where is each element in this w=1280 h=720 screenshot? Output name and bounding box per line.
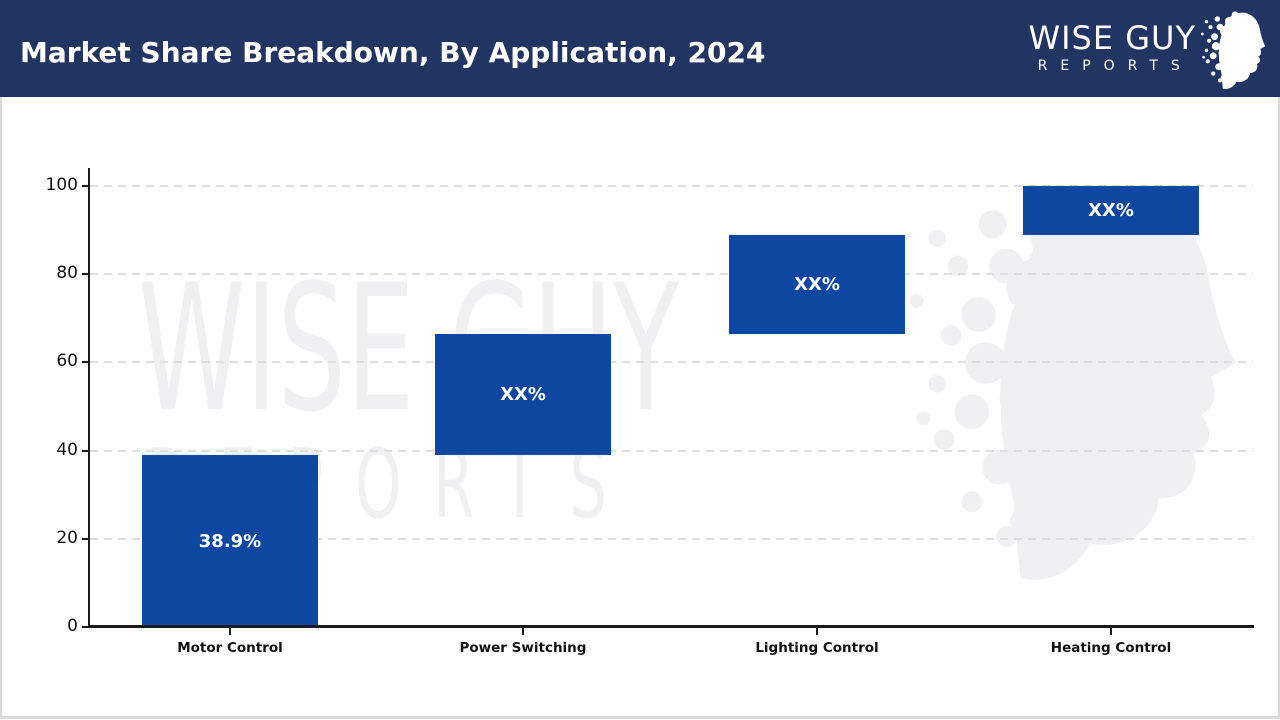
y-tick-60	[82, 361, 88, 364]
bar-motor-control: 38.9%	[142, 455, 318, 627]
y-tick-40	[82, 449, 88, 452]
gridline-60	[90, 361, 1253, 364]
bar-power-switching: XX%	[435, 334, 611, 456]
y-tick-100	[82, 185, 88, 187]
x-tick-3	[816, 628, 818, 635]
logo-head-dots-icon	[1200, 11, 1266, 89]
x-category-label: Heating Control	[1050, 640, 1172, 656]
bar-value-label: XX%	[794, 273, 840, 295]
y-tick-label-100: 100	[45, 175, 78, 195]
bar-lighting-control: XX%	[729, 234, 905, 335]
x-category-label: Power Switching	[459, 640, 587, 656]
x-tick-1	[229, 628, 231, 635]
gridline-20	[90, 537, 1253, 540]
gridline-40	[90, 449, 1253, 452]
chart-title: Market Share Breakdown, By Application, …	[20, 36, 766, 69]
x-tick-4	[1110, 628, 1112, 635]
y-tick-label-0: 0	[67, 616, 78, 636]
bar-heating-control: XX%	[1023, 186, 1199, 235]
bar-value-label: XX%	[500, 384, 546, 406]
gridline-80	[90, 273, 1253, 276]
logo-reports-text: REPORTS	[1037, 57, 1193, 74]
x-tick-2	[522, 628, 524, 635]
y-tick-20	[82, 537, 88, 540]
x-category-label: Motor Control	[177, 640, 283, 656]
y-tick-0	[82, 626, 88, 628]
y-tick-label-80: 80	[56, 263, 78, 284]
y-tick-80	[82, 273, 88, 276]
logo-wiseguy-text: WISE GUY	[1028, 19, 1196, 57]
bar-value-label: 38.9%	[198, 530, 262, 552]
gridline-100	[90, 185, 1253, 187]
logo-text: WISE GUY REPORTS	[1028, 19, 1196, 74]
y-axis-line	[88, 168, 90, 627]
wise-guy-logo: WISE GUY REPORTS	[1004, 0, 1274, 97]
x-category-label: Lighting Control	[755, 640, 879, 656]
bar-value-label: XX%	[1088, 199, 1134, 221]
y-tick-label-20: 20	[56, 527, 78, 548]
header-bar: Market Share Breakdown, By Application, …	[0, 0, 1280, 97]
x-axis-line	[88, 625, 1254, 628]
y-tick-label-40: 40	[56, 439, 78, 460]
y-tick-label-60: 60	[56, 351, 78, 372]
